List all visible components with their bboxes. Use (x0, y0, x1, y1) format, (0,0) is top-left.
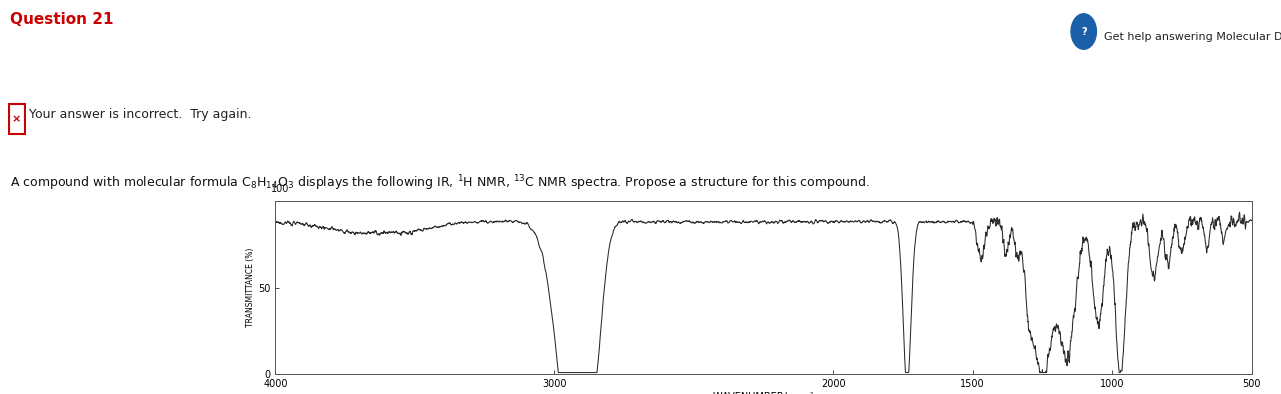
Text: Get help answering Molecular Drawing questions.: Get help answering Molecular Drawing que… (1104, 32, 1281, 41)
Text: ×: × (12, 114, 22, 124)
Text: Your answer is incorrect.  Try again.: Your answer is incorrect. Try again. (29, 108, 252, 121)
X-axis label: WAVENUMBER/ cm⁻¹: WAVENUMBER/ cm⁻¹ (714, 392, 813, 394)
Y-axis label: TRANSMITTANCE (%): TRANSMITTANCE (%) (246, 248, 255, 327)
Text: ?: ? (1081, 26, 1086, 37)
FancyBboxPatch shape (9, 104, 24, 134)
Text: A compound with molecular formula C$_8$H$_{14}$O$_3$ displays the following IR, : A compound with molecular formula C$_8$H… (10, 173, 871, 193)
Circle shape (1071, 14, 1097, 49)
Text: Question 21: Question 21 (10, 12, 114, 27)
Text: 100: 100 (270, 184, 290, 194)
